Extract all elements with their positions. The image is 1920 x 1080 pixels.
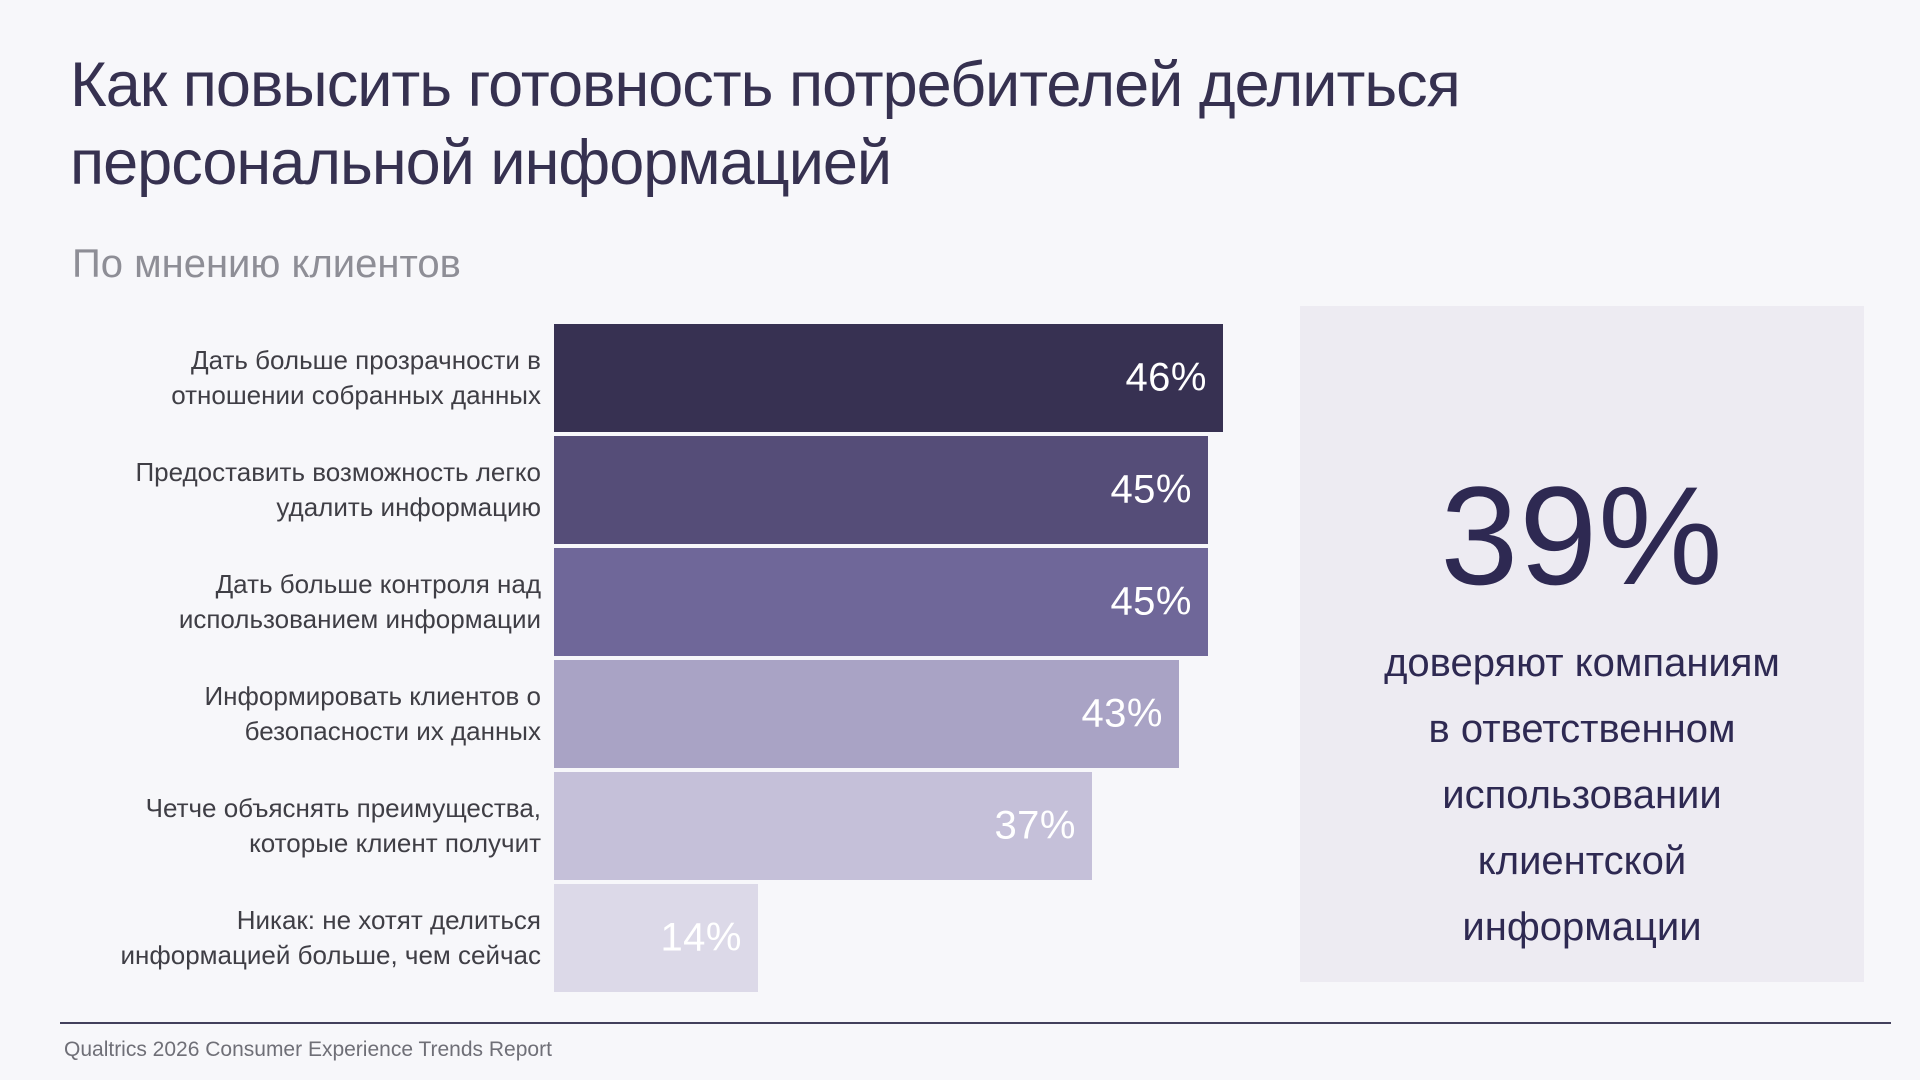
page-title: Как повысить готовность потребителей дел… [70, 50, 1461, 198]
bar: 43% [554, 660, 1179, 768]
chart-row: Никак: не хотят делиться информацией бол… [72, 884, 1272, 992]
bar-category-label-wrap: Предоставить возможность легко удалить и… [72, 436, 541, 544]
chart-row: Четче объяснять преимущества, которые кл… [72, 772, 1272, 880]
bar-category-label: Четче объяснять преимущества, которые кл… [145, 793, 541, 858]
bar-value-label: 46% [1125, 355, 1207, 400]
footer-source: Qualtrics 2026 Consumer Experience Trend… [64, 1038, 552, 1061]
bar-category-label-wrap: Никак: не хотят делиться информацией бол… [72, 884, 541, 992]
bar: 45% [554, 548, 1208, 656]
bar-category-label-wrap: Дать больше контроля над использованием … [72, 548, 541, 656]
bar-category-label: Дать больше контроля над использованием … [178, 569, 541, 634]
bar-category-label-wrap: Информировать клиентов о безопасности их… [72, 660, 541, 768]
bar-category-label: Предоставить возможность легко удалить и… [135, 457, 541, 522]
bar: 46% [554, 324, 1223, 432]
bar: 14% [554, 884, 758, 992]
chart-row: Дать больше прозрачности в отношении соб… [72, 324, 1272, 432]
footer-divider [60, 1022, 1891, 1024]
bar: 37% [554, 772, 1092, 880]
bar-value-label: 45% [1110, 579, 1192, 624]
bar-value-label: 45% [1110, 467, 1192, 512]
bar-category-label: Никак: не хотят делиться информацией бол… [120, 905, 541, 970]
chart-row: Дать больше контроля над использованием … [72, 548, 1272, 656]
chart-row: Информировать клиентов о безопасности их… [72, 660, 1272, 768]
trust-panel: 39% доверяют компаниям в ответственном и… [1300, 306, 1864, 982]
page-subtitle: По мнению клиентов [72, 242, 461, 286]
chart-row: Предоставить возможность легко удалить и… [72, 436, 1272, 544]
bar-category-label: Информировать клиентов о безопасности их… [204, 681, 541, 746]
bar-value-label: 37% [994, 803, 1076, 848]
bar-value-label: 14% [660, 915, 742, 960]
trust-panel-percentage: 39% [1440, 457, 1724, 614]
bar-category-label: Дать больше прозрачности в отношении соб… [171, 345, 541, 410]
bar-chart: Дать больше прозрачности в отношении соб… [72, 324, 1272, 996]
bar-category-label-wrap: Дать больше прозрачности в отношении соб… [72, 324, 541, 432]
bar-category-label-wrap: Четче объяснять преимущества, которые кл… [72, 772, 541, 880]
bar-value-label: 43% [1081, 691, 1163, 736]
bar: 45% [554, 436, 1208, 544]
trust-panel-description: доверяют компаниям в ответственном испол… [1384, 641, 1780, 949]
